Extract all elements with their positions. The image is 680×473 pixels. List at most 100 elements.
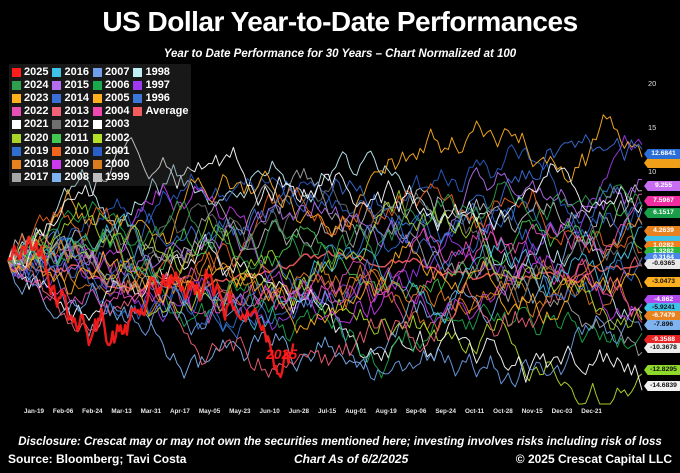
legend-item-2002: 2002 — [92, 131, 130, 144]
color-swatch — [92, 120, 102, 130]
legend-label: 1998 — [145, 66, 170, 79]
value-badge: 1.3282 — [644, 247, 680, 257]
legend-item-2014: 2014 — [52, 92, 89, 105]
legend-label: 2025 — [24, 66, 49, 79]
x-axis-label: Sep-06 — [405, 408, 427, 415]
color-swatch — [12, 120, 21, 130]
series-line-2020 — [7, 190, 643, 330]
legend-label: 2009 — [64, 157, 89, 170]
x-axis-label: Mar-13 — [111, 408, 132, 415]
series-line-2009 — [7, 184, 643, 324]
legend-label: 2004 — [104, 105, 130, 118]
footer: Source: Bloomberg; Tavi Costa Chart As o… — [8, 452, 672, 466]
series-line-2015 — [7, 167, 643, 288]
legend-label: 2002 — [104, 131, 130, 144]
value-badge: 7.5967 — [644, 196, 680, 206]
series-line-2006 — [7, 201, 643, 379]
value-badge: 6.1517 — [644, 208, 680, 218]
series-line-2004 — [7, 223, 643, 329]
x-axis-label: Nov-15 — [521, 408, 543, 415]
x-axis-label: Jul-15 — [317, 408, 337, 415]
series-line-2002 — [7, 228, 643, 405]
legend-label: 2003 — [104, 118, 130, 131]
color-swatch — [52, 107, 62, 117]
legend-item-2024: 2024 — [12, 79, 48, 92]
series-line-2011 — [7, 203, 643, 300]
legend-label: 2022 — [24, 105, 49, 118]
legend-label: 2020 — [24, 131, 49, 144]
color-swatch — [12, 146, 21, 156]
value-badge: 9.255 — [644, 181, 680, 191]
x-axis-labels: Jan-19 Feb-06 Feb-24 Mar-13 Mar-31 Apr-17 May-… — [24, 408, 602, 415]
color-swatch — [92, 94, 102, 104]
legend-item-2010: 2010 — [52, 145, 89, 158]
legend-item-1999: 1999 — [92, 170, 130, 184]
series-line-2016 — [7, 213, 643, 331]
legend-label: 2014 — [64, 92, 89, 105]
x-axis-label: Feb-24 — [82, 408, 103, 415]
color-swatch — [12, 94, 21, 104]
source-text: Source: Bloomberg; Tavi Costa — [8, 452, 187, 466]
color-swatch — [92, 133, 102, 143]
color-swatch — [92, 146, 102, 156]
legend-item-1996: 1996 — [133, 92, 188, 105]
legend-item-2005: 2005 — [92, 92, 129, 105]
series-line-2021 — [7, 137, 643, 269]
legend-label: 2007 — [104, 66, 130, 79]
color-swatch — [52, 146, 62, 156]
x-axis-label: Apr-17 — [169, 408, 190, 415]
legend-label: 2021 — [24, 118, 49, 131]
value-badge: -7.896 — [644, 320, 680, 330]
legend-label: 1999 — [104, 170, 130, 183]
legend-item-2008: 2008 — [52, 171, 89, 184]
copyright-text: © 2025 Crescat Capital LLC — [515, 452, 672, 466]
series-line-2014 — [7, 134, 643, 290]
series-line-2022 — [7, 193, 643, 314]
value-badge: 4.2639 — [644, 226, 680, 236]
legend-column: 2007 2006 2005 2004 2003 2002 2001 2000 1999 — [92, 66, 130, 184]
color-swatch — [12, 133, 21, 143]
color-swatch — [92, 81, 102, 91]
legend-item-2001: 2001 — [92, 145, 129, 158]
color-swatch — [52, 172, 62, 182]
legend-item-2006: 2006 — [92, 79, 129, 92]
legend-item-2017: 2017 — [12, 171, 48, 184]
color-swatch — [133, 94, 143, 104]
legend-label: 1997 — [145, 79, 170, 92]
series-line-2019 — [7, 194, 643, 332]
legend-item-1998: 1998 — [133, 66, 188, 79]
color-swatch — [12, 107, 21, 117]
legend-column: 2025 2024 2023 2022 2021 2020 2019 2018 2017 — [12, 66, 48, 184]
value-badge: -0.6365 — [644, 259, 680, 269]
legend-label: 2017 — [24, 170, 49, 183]
legend-label: 2018 — [24, 157, 49, 170]
x-axis-label: May-05 — [198, 408, 221, 415]
legend-item-2012: 2012 — [52, 118, 89, 131]
legend-label: 2011 — [64, 131, 89, 144]
color-swatch — [92, 68, 102, 78]
legend-column: 2016 2015 2014 2013 2012 2011 2010 2009 2008 — [52, 66, 89, 184]
legend-label: 2016 — [64, 66, 89, 79]
right-axis-tick: 20 — [648, 79, 657, 88]
series-line-2012 — [7, 185, 643, 303]
x-axis-label: Jun-28 — [288, 408, 310, 415]
x-axis-label: Mar-31 — [140, 408, 161, 415]
value-badge: -9.3588 — [644, 335, 680, 345]
value-badge: -12.8295 — [644, 365, 680, 375]
legend-item-2020: 2020 — [12, 131, 48, 144]
color-swatch — [92, 172, 102, 182]
color-swatch — [12, 81, 21, 91]
series-line-2003 — [7, 233, 643, 391]
series-line-2013 — [7, 256, 643, 378]
color-swatch — [52, 68, 62, 78]
series-line-2008 — [7, 208, 643, 379]
legend-label: 2019 — [24, 144, 49, 157]
value-badge: 12.6841 — [644, 149, 680, 159]
legend-item-2004: 2004 — [92, 105, 130, 118]
x-axis-label: Oct-28 — [493, 408, 513, 415]
legend-label: 2000 — [104, 157, 130, 170]
x-axis-label: Aug-19 — [375, 408, 397, 415]
right-axis-tick: 15 — [648, 123, 657, 132]
